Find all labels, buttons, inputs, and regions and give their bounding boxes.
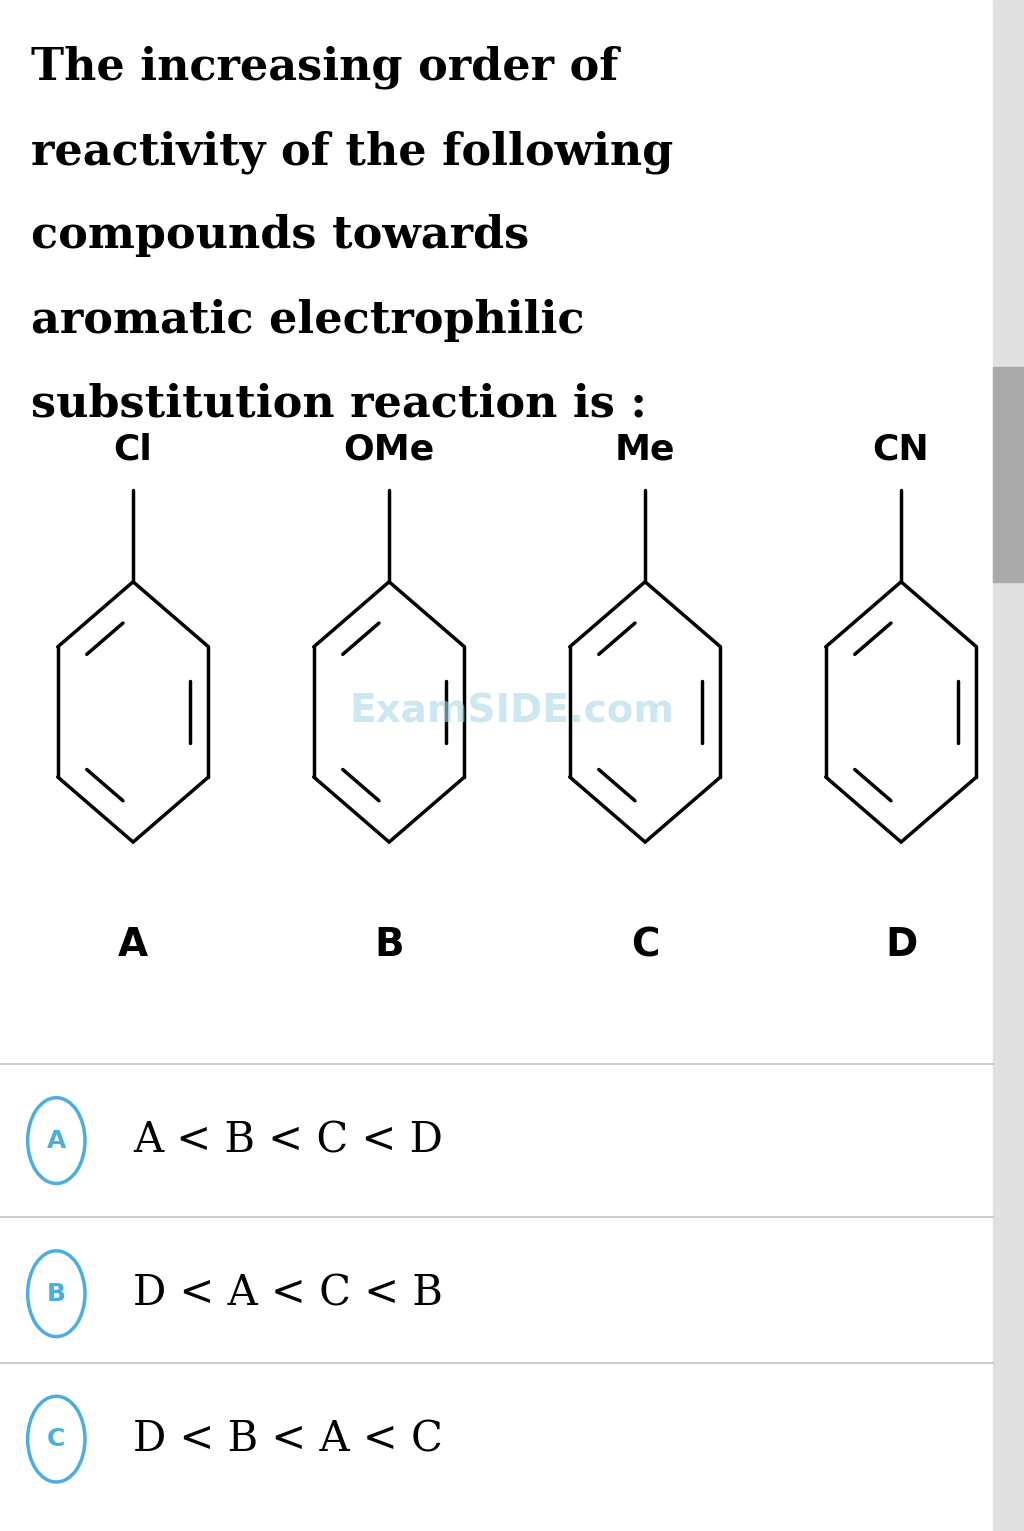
Text: compounds towards: compounds towards (31, 214, 529, 257)
Text: substitution reaction is :: substitution reaction is : (31, 383, 646, 426)
Text: B: B (375, 926, 403, 965)
Text: C: C (47, 1427, 66, 1451)
Text: aromatic electrophilic: aromatic electrophilic (31, 299, 585, 341)
Text: B: B (47, 1281, 66, 1306)
Text: A < B < C < D: A < B < C < D (133, 1119, 443, 1162)
Text: D < B < A < C: D < B < A < C (133, 1418, 443, 1461)
Text: D: D (885, 926, 918, 965)
Text: A: A (118, 926, 148, 965)
Text: Me: Me (614, 433, 676, 467)
Bar (993, 367, 1024, 582)
Text: OMe: OMe (343, 433, 435, 467)
Text: reactivity of the following: reactivity of the following (31, 130, 673, 173)
Text: D < A < C < B: D < A < C < B (133, 1272, 443, 1315)
Text: A: A (47, 1128, 66, 1153)
Text: C: C (631, 926, 659, 965)
Text: Cl: Cl (114, 433, 153, 467)
Text: CN: CN (872, 433, 930, 467)
Text: The increasing order of: The increasing order of (31, 46, 618, 89)
Text: ExamSIDE.com: ExamSIDE.com (349, 694, 675, 730)
Bar (993, 0, 1024, 1531)
